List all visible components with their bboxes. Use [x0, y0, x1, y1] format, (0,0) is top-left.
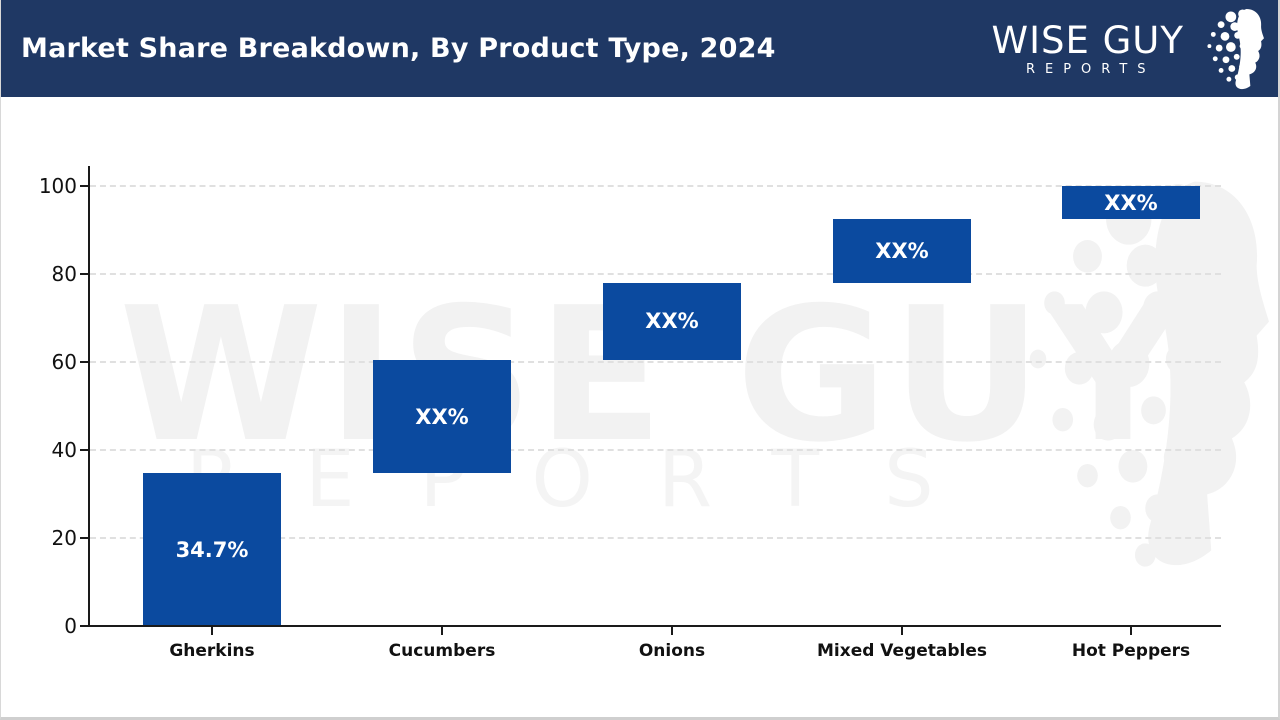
- watermark-subtext: REPORTS: [186, 435, 999, 525]
- bar-value-label: XX%: [645, 309, 699, 334]
- bar-value-label: XX%: [875, 238, 929, 263]
- bar-value-label: XX%: [1104, 190, 1158, 215]
- x-axis-tick: [901, 627, 903, 635]
- y-axis-tick-label: 0: [64, 614, 77, 638]
- y-axis-tick: [80, 449, 89, 451]
- y-gridline: [90, 273, 1221, 275]
- y-axis-line: [88, 166, 90, 627]
- bar-onions: XX%: [603, 282, 741, 360]
- y-axis-tick-label: 80: [51, 262, 77, 286]
- x-axis-category-label: Hot Peppers: [1071, 641, 1191, 661]
- x-axis-tick: [441, 627, 443, 635]
- x-axis-tick: [211, 627, 213, 635]
- chart-canvas: WISE GUY REPORTS 0 20 40 60 80 100 34.7% Gherki…: [1, 97, 1278, 717]
- x-axis-line: [88, 625, 1221, 627]
- wise-guy-logo-text: WISE GUY REPORTS: [992, 22, 1184, 76]
- y-axis-tick: [80, 625, 89, 627]
- bar-gherkins: 34.7%: [143, 473, 281, 626]
- bar-cucumbers: XX%: [373, 359, 511, 474]
- y-axis-tick: [80, 273, 89, 275]
- y-axis-tick-label: 60: [51, 350, 77, 374]
- y-axis-tick: [80, 537, 89, 539]
- x-axis-category-label: Onions: [638, 641, 706, 661]
- y-gridline: [90, 361, 1221, 363]
- y-axis-tick-label: 100: [38, 174, 77, 198]
- x-axis-category-label: Cucumbers: [388, 641, 496, 661]
- x-axis-category-label: Gherkins: [169, 641, 255, 661]
- wise-guy-face-icon: [1207, 8, 1264, 89]
- y-axis-tick-label: 40: [51, 438, 77, 462]
- y-gridline: [90, 449, 1221, 451]
- x-axis-tick: [1130, 627, 1132, 635]
- logo-subtext: REPORTS: [1025, 61, 1156, 77]
- y-axis-tick: [80, 185, 89, 187]
- chart-title: Market Share Breakdown, By Product Type,…: [21, 33, 776, 64]
- logo-wordmark: WISE GUY: [991, 18, 1184, 62]
- bar-mixed-vegetables: XX%: [833, 219, 971, 283]
- wise-guy-logo: WISE GUY REPORTS: [992, 5, 1264, 93]
- y-axis-tick-label: 20: [51, 526, 77, 550]
- y-axis-tick: [80, 361, 89, 363]
- bar-hot-peppers: XX%: [1062, 186, 1200, 219]
- bar-value-label: 34.7%: [175, 537, 249, 562]
- x-axis-category-label: Mixed Vegetables: [816, 641, 988, 661]
- chart-header: Market Share Breakdown, By Product Type,…: [1, 0, 1278, 97]
- y-gridline: [90, 185, 1221, 187]
- y-gridline: [90, 537, 1221, 539]
- watermark-face-icon: [1029, 181, 1269, 567]
- bar-value-label: XX%: [415, 404, 469, 429]
- x-axis-tick: [671, 627, 673, 635]
